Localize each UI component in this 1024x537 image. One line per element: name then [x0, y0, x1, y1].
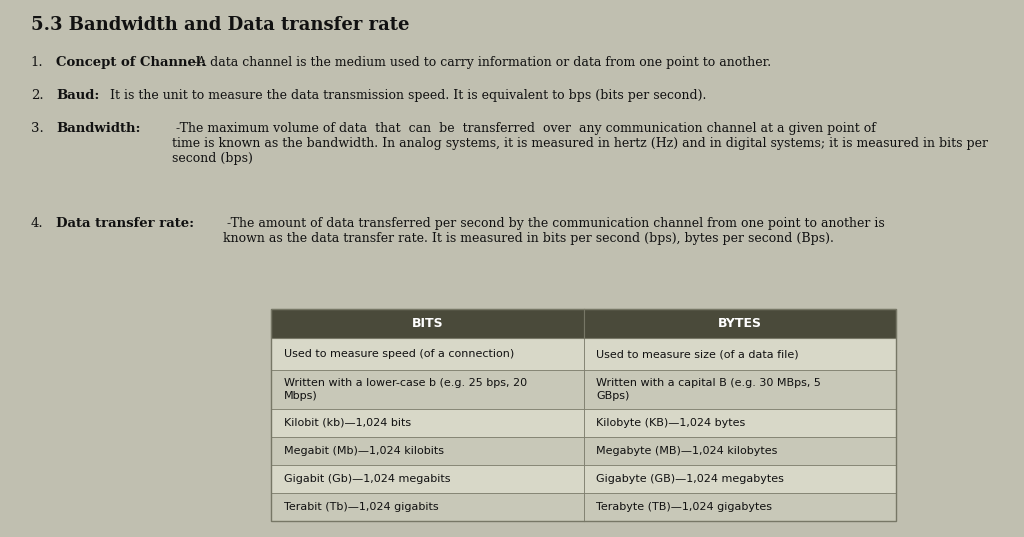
- Text: BITS: BITS: [412, 317, 443, 330]
- Text: Terabyte (TB)—1,024 gigabytes: Terabyte (TB)—1,024 gigabytes: [596, 502, 772, 512]
- Text: Concept of Channel:: Concept of Channel:: [56, 56, 206, 69]
- Text: Baud:: Baud:: [56, 89, 99, 101]
- Text: -A data channel is the medium used to carry information or data from one point t: -A data channel is the medium used to ca…: [193, 56, 771, 69]
- Text: 5.3 Bandwidth and Data transfer rate: 5.3 Bandwidth and Data transfer rate: [31, 16, 410, 34]
- Text: 2.: 2.: [31, 89, 43, 101]
- Text: Megabit (Mb)—1,024 kilobits: Megabit (Mb)—1,024 kilobits: [284, 446, 443, 456]
- Text: Terabit (Tb)—1,024 gigabits: Terabit (Tb)—1,024 gigabits: [284, 502, 438, 512]
- Text: 1.: 1.: [31, 56, 43, 69]
- Text: -The maximum volume of data  that  can  be  transferred  over  any communication: -The maximum volume of data that can be …: [172, 122, 988, 165]
- Text: Gigabyte (GB)—1,024 megabytes: Gigabyte (GB)—1,024 megabytes: [596, 474, 783, 484]
- Text: Kilobyte (KB)—1,024 bytes: Kilobyte (KB)—1,024 bytes: [596, 418, 745, 428]
- Text: BYTES: BYTES: [718, 317, 762, 330]
- Text: -The amount of data transferred per second by the communication channel from one: -The amount of data transferred per seco…: [223, 217, 885, 245]
- Text: It is the unit to measure the data transmission speed. It is equivalent to bps (: It is the unit to measure the data trans…: [106, 89, 707, 101]
- Text: Written with a lower-case b (e.g. 25 bps, 20
Mbps): Written with a lower-case b (e.g. 25 bps…: [284, 378, 526, 401]
- Text: Used to measure speed (of a connection): Used to measure speed (of a connection): [284, 349, 514, 359]
- Text: Kilobit (kb)—1,024 bits: Kilobit (kb)—1,024 bits: [284, 418, 411, 428]
- Text: 4.: 4.: [31, 217, 43, 230]
- Text: Data transfer rate:: Data transfer rate:: [56, 217, 195, 230]
- Text: Megabyte (MB)—1,024 kilobytes: Megabyte (MB)—1,024 kilobytes: [596, 446, 777, 456]
- Text: 3.: 3.: [31, 122, 43, 135]
- Text: Bandwidth:: Bandwidth:: [56, 122, 141, 135]
- Text: Gigabit (Gb)—1,024 megabits: Gigabit (Gb)—1,024 megabits: [284, 474, 451, 484]
- Text: Used to measure size (of a data file): Used to measure size (of a data file): [596, 349, 799, 359]
- Text: Written with a capital B (e.g. 30 MBps, 5
GBps): Written with a capital B (e.g. 30 MBps, …: [596, 378, 821, 401]
